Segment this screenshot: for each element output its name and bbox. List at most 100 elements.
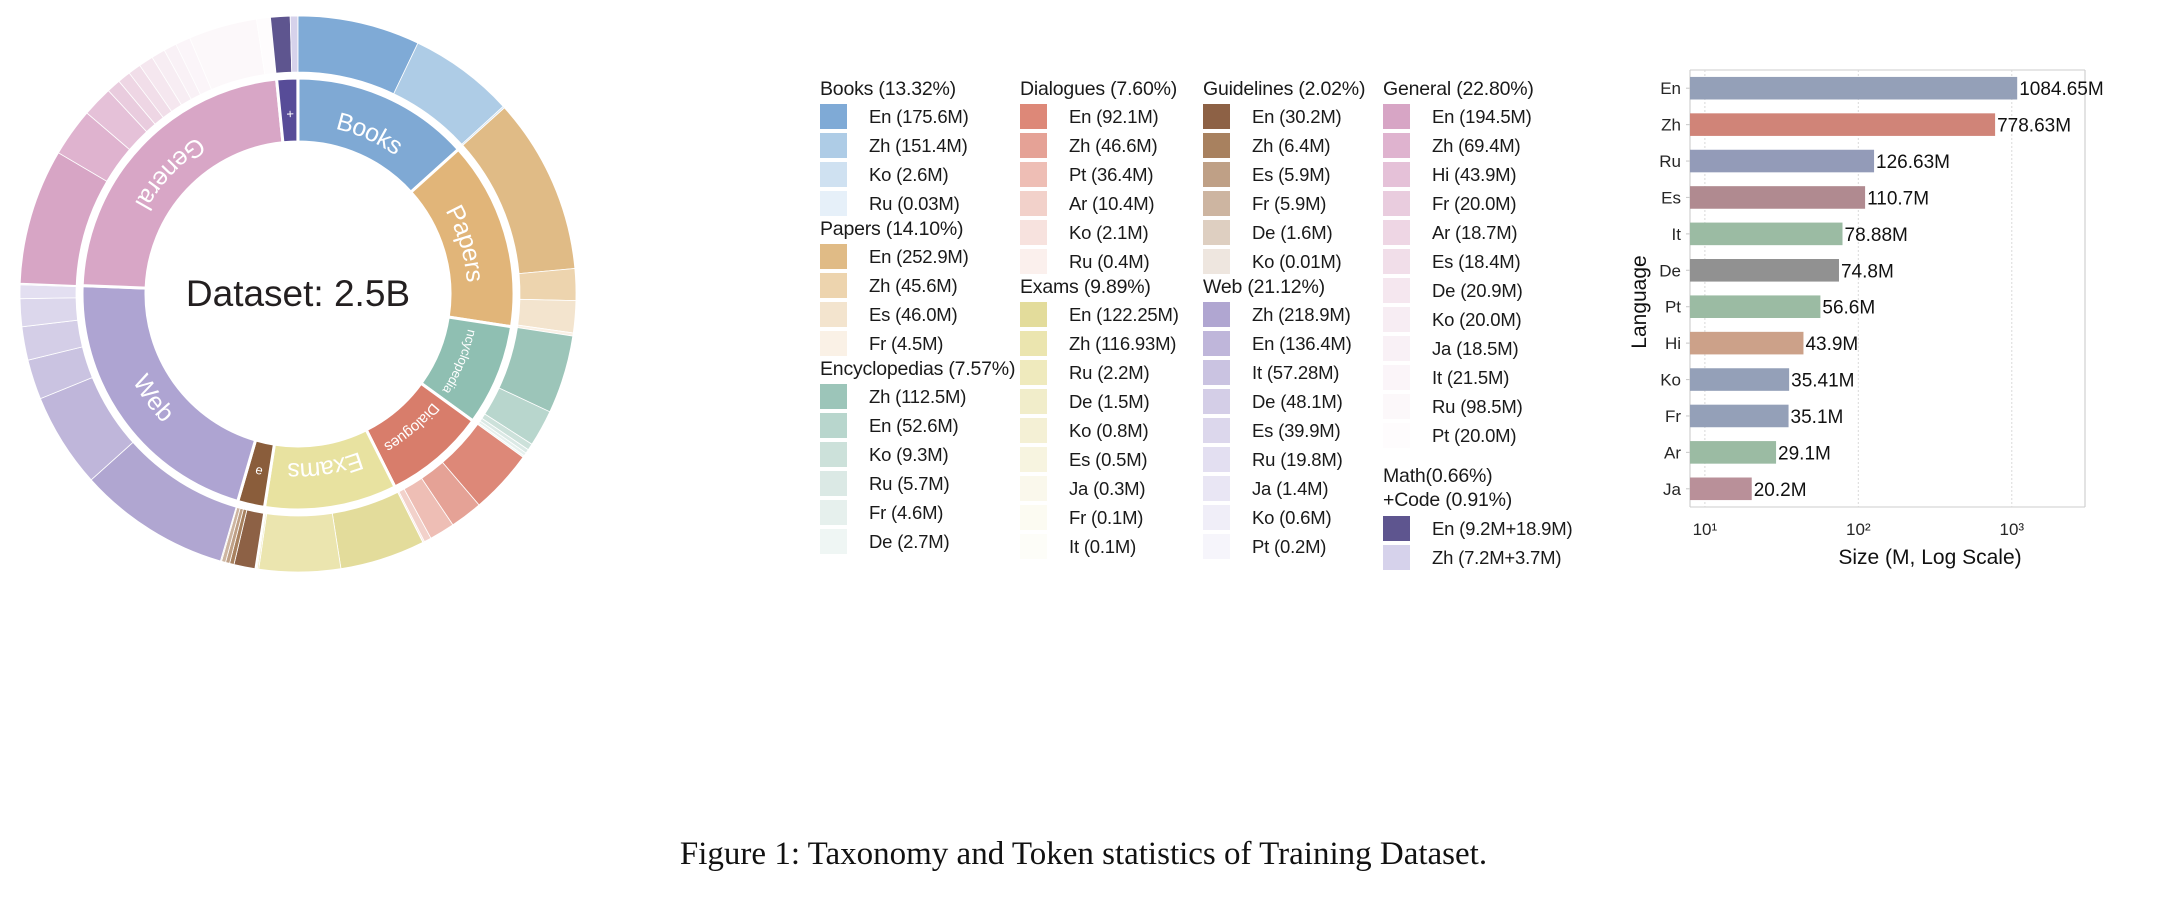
legend-item[interactable]: Ko (0.01M) bbox=[1203, 247, 1373, 276]
bar-chart-y-tick-label: Ja bbox=[1663, 480, 1682, 499]
legend-item[interactable]: Ru (5.7M) bbox=[820, 469, 995, 498]
legend-item[interactable]: Ru (0.03M) bbox=[820, 189, 995, 218]
legend-item[interactable]: En (30.2M) bbox=[1203, 102, 1373, 131]
donut-outer-slice[interactable] bbox=[19, 284, 77, 300]
bar[interactable] bbox=[1690, 113, 1996, 136]
legend-item[interactable]: Zh (151.4M) bbox=[820, 131, 995, 160]
legend-item[interactable]: Ko (2.1M) bbox=[1020, 218, 1190, 247]
legend-item[interactable]: Ar (10.4M) bbox=[1020, 189, 1190, 218]
legend-swatch bbox=[1020, 191, 1047, 216]
legend-item[interactable]: Fr (4.6M) bbox=[820, 498, 995, 527]
bar[interactable] bbox=[1690, 76, 2018, 100]
bar[interactable] bbox=[1690, 368, 1790, 391]
legend-item[interactable]: Ru (19.8M) bbox=[1203, 445, 1373, 474]
legend-swatch bbox=[1020, 389, 1047, 414]
legend-item[interactable]: Zh (45.6M) bbox=[820, 271, 995, 300]
legend-item-label: Zh (45.6M) bbox=[869, 274, 958, 296]
legend-column-2: Dialogues (7.60%) En (92.1M) Zh (46.6M) Pt … bbox=[1020, 78, 1190, 561]
bar-chart-y-tick-label: Ru bbox=[1659, 152, 1681, 171]
legend-item[interactable]: Zh (6.4M) bbox=[1203, 131, 1373, 160]
legend-item[interactable]: It (0.1M) bbox=[1020, 532, 1190, 561]
bar-chart-y-tick-label: De bbox=[1659, 261, 1681, 280]
donut-outer-slice[interactable] bbox=[518, 268, 577, 302]
legend-item[interactable]: Pt (36.4M) bbox=[1020, 160, 1190, 189]
legend-item[interactable]: Zh (112.5M) bbox=[820, 382, 995, 411]
legend-item-label: It (57.28M) bbox=[1252, 361, 1340, 383]
legend-item[interactable]: Zh (46.6M) bbox=[1020, 131, 1190, 160]
legend-item[interactable]: Ko (20.0M) bbox=[1383, 305, 1598, 334]
legend-item[interactable]: Ko (0.6M) bbox=[1203, 503, 1373, 532]
legend-item-label: En (92.1M) bbox=[1069, 105, 1159, 127]
legend-item[interactable]: Ja (18.5M) bbox=[1383, 334, 1598, 363]
bar[interactable] bbox=[1690, 441, 1777, 464]
legend-item-label: Fr (4.5M) bbox=[869, 332, 944, 354]
legend-swatch bbox=[1020, 104, 1047, 129]
legend-item[interactable]: Ja (0.3M) bbox=[1020, 474, 1190, 503]
legend-item[interactable]: De (2.7M) bbox=[820, 527, 995, 556]
legend-item[interactable]: Es (46.0M) bbox=[820, 300, 995, 329]
legend-item[interactable]: Pt (0.2M) bbox=[1203, 532, 1373, 561]
legend-swatch bbox=[1383, 545, 1410, 570]
legend-swatch bbox=[1020, 476, 1047, 501]
bar[interactable] bbox=[1690, 186, 1866, 209]
legend-item-label: En (175.6M) bbox=[869, 105, 969, 127]
bar[interactable] bbox=[1690, 295, 1821, 318]
legend-item[interactable]: En (122.25M) bbox=[1020, 300, 1190, 329]
bar[interactable] bbox=[1690, 404, 1789, 428]
legend: Books (13.32%) En (175.6M) Zh (151.4M) Ko (… bbox=[820, 78, 1610, 570]
legend-item[interactable]: En (9.2M+18.9M) bbox=[1383, 514, 1598, 543]
legend-item[interactable]: Pt (20.0M) bbox=[1383, 421, 1598, 450]
legend-item[interactable]: Fr (0.1M) bbox=[1020, 503, 1190, 532]
legend-item-label: Ko (20.0M) bbox=[1432, 308, 1522, 330]
legend-item[interactable]: Zh (218.9M) bbox=[1203, 300, 1373, 329]
legend-item[interactable]: It (57.28M) bbox=[1203, 358, 1373, 387]
legend-item[interactable]: It (21.5M) bbox=[1383, 363, 1598, 392]
legend-item[interactable]: En (136.4M) bbox=[1203, 329, 1373, 358]
legend-swatch bbox=[1020, 302, 1047, 327]
legend-item[interactable]: Zh (69.4M) bbox=[1383, 131, 1598, 160]
legend-item[interactable]: Es (39.9M) bbox=[1203, 416, 1373, 445]
legend-item[interactable]: Es (0.5M) bbox=[1020, 445, 1190, 474]
legend-item[interactable]: Ru (2.2M) bbox=[1020, 358, 1190, 387]
legend-item[interactable]: De (1.5M) bbox=[1020, 387, 1190, 416]
donut-outer-slice[interactable] bbox=[289, 15, 299, 73]
legend-item[interactable]: En (92.1M) bbox=[1020, 102, 1190, 131]
legend-swatch bbox=[1383, 104, 1410, 129]
legend-item[interactable]: En (252.9M) bbox=[820, 242, 995, 271]
legend-item[interactable]: Fr (20.0M) bbox=[1383, 189, 1598, 218]
legend-item[interactable]: Es (18.4M) bbox=[1383, 247, 1598, 276]
legend-item[interactable]: Ko (2.6M) bbox=[820, 160, 995, 189]
legend-item-label: Zh (116.93M) bbox=[1069, 332, 1177, 354]
legend-item[interactable]: Zh (116.93M) bbox=[1020, 329, 1190, 358]
legend-item[interactable]: De (20.9M) bbox=[1383, 276, 1598, 305]
legend-item[interactable]: Ru (0.4M) bbox=[1020, 247, 1190, 276]
legend-item[interactable]: De (48.1M) bbox=[1203, 387, 1373, 416]
legend-item[interactable]: Zh (7.2M+3.7M) bbox=[1383, 543, 1598, 572]
legend-item[interactable]: Ko (9.3M) bbox=[820, 440, 995, 469]
bar[interactable] bbox=[1690, 331, 1804, 355]
donut-outer-slice[interactable] bbox=[258, 512, 342, 573]
legend-item[interactable]: En (175.6M) bbox=[820, 102, 995, 131]
bar[interactable] bbox=[1690, 222, 1843, 246]
legend-group-title: General (22.80%) bbox=[1383, 78, 1534, 100]
legend-item[interactable]: Ko (0.8M) bbox=[1020, 416, 1190, 445]
legend-item[interactable]: Ja (1.4M) bbox=[1203, 474, 1373, 503]
bar[interactable] bbox=[1690, 149, 1875, 173]
legend-item[interactable]: De (1.6M) bbox=[1203, 218, 1373, 247]
bar-value-label: 78.88M bbox=[1845, 225, 1908, 246]
legend-swatch bbox=[1020, 133, 1047, 158]
legend-item[interactable]: Fr (5.9M) bbox=[1203, 189, 1373, 218]
legend-item[interactable]: Hi (43.9M) bbox=[1383, 160, 1598, 189]
bar[interactable] bbox=[1690, 477, 1752, 501]
bar-value-label: 20.2M bbox=[1754, 480, 1807, 501]
bar[interactable] bbox=[1690, 259, 1839, 282]
bar-chart-y-tick-label: Zh bbox=[1661, 116, 1681, 135]
legend-item[interactable]: En (52.6M) bbox=[820, 411, 995, 440]
legend-item[interactable]: Ar (18.7M) bbox=[1383, 218, 1598, 247]
legend-item[interactable]: Ru (98.5M) bbox=[1383, 392, 1598, 421]
legend-item[interactable]: Fr (4.5M) bbox=[820, 329, 995, 358]
legend-item[interactable]: En (194.5M) bbox=[1383, 102, 1598, 131]
legend-item[interactable]: Es (5.9M) bbox=[1203, 160, 1373, 189]
donut-inner-slice[interactable] bbox=[274, 76, 300, 145]
legend-item-label: De (48.1M) bbox=[1252, 390, 1343, 412]
